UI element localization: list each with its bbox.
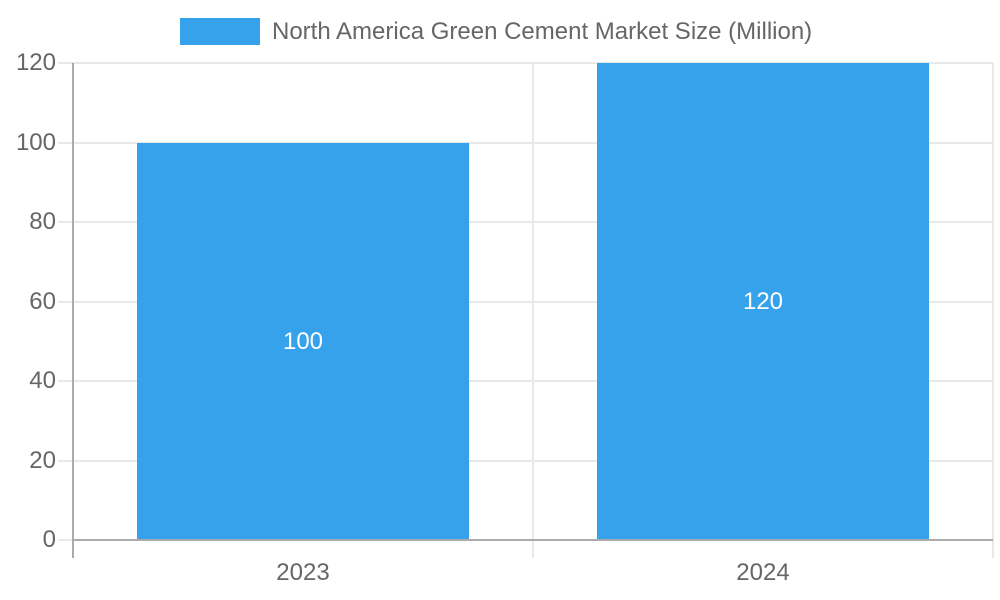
legend-swatch-icon [180, 18, 260, 45]
y-tick-label: 120 [15, 49, 56, 76]
bar-value-label: 120 [742, 288, 784, 315]
legend-item[interactable]: North America Green Cement Market Size (… [180, 18, 812, 45]
y-gridline [58, 141, 993, 144]
y-tick-label: 60 [29, 287, 56, 315]
y-tick-label: 40 [29, 367, 56, 394]
y-tick-label: 0 [42, 526, 56, 553]
y-gridline [58, 221, 993, 223]
y-gridline [58, 62, 993, 64]
x-gridline [992, 63, 994, 558]
y-gridline [58, 459, 993, 462]
y-axis-tick [58, 539, 73, 541]
bar-value-label: 100 [282, 328, 324, 355]
x-tick-label: 2023 [276, 559, 330, 586]
x-gridline [532, 63, 534, 558]
y-tick-label: 80 [29, 208, 56, 235]
bar-2024[interactable] [597, 63, 929, 539]
bar-2023[interactable] [137, 143, 469, 539]
y-gridline [58, 300, 993, 303]
legend-label: North America Green Cement Market Size (… [272, 18, 813, 45]
y-axis-line [72, 63, 74, 558]
y-gridline [58, 380, 993, 382]
x-tick-label: 2024 [736, 559, 790, 586]
y-tick-label: 100 [15, 128, 56, 156]
x-axis-line [73, 539, 993, 541]
y-tick-label: 20 [29, 446, 56, 474]
